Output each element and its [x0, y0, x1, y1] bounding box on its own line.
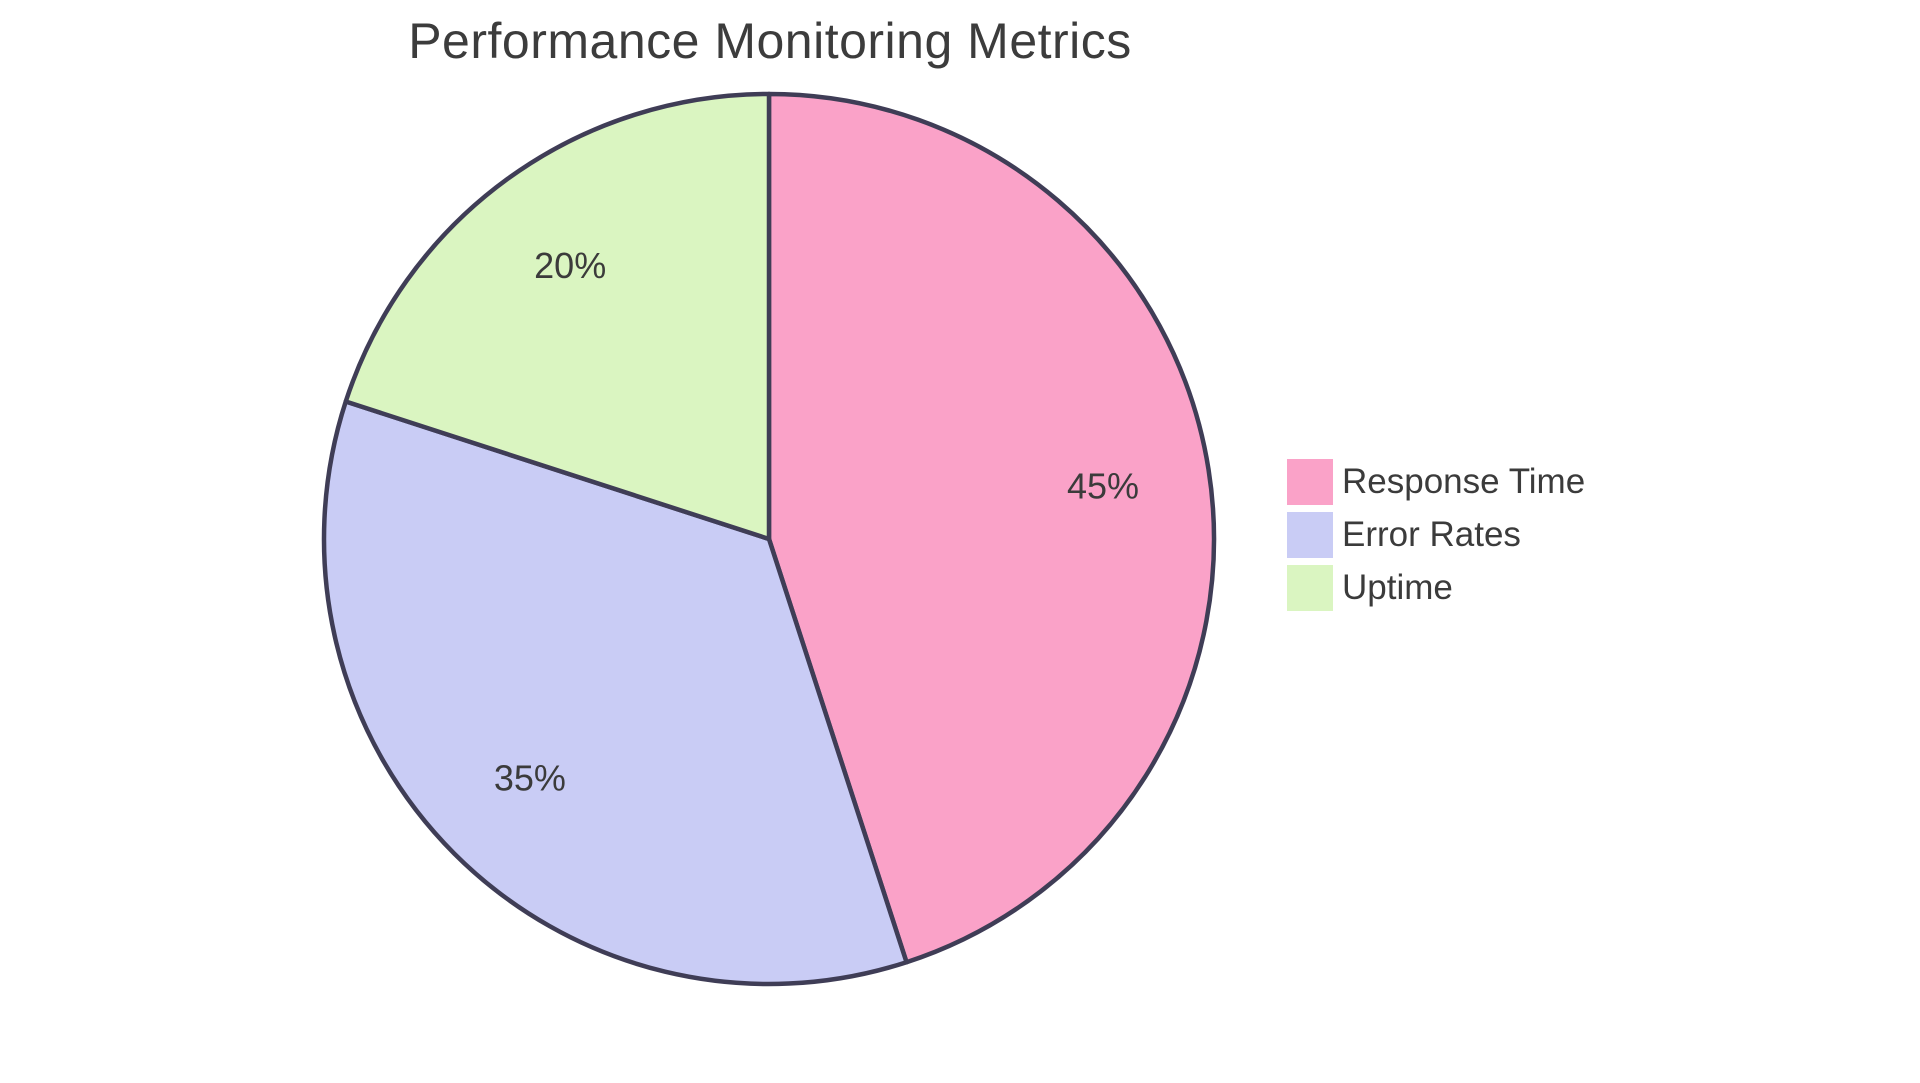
pie-slice-error-rates[interactable]	[321, 399, 909, 987]
pie-slice-label-uptime: 20%	[534, 245, 606, 286]
legend-swatch-error-rates	[1287, 512, 1333, 558]
pie-slice-label-error-rates: 35%	[494, 758, 566, 799]
legend-swatch-response-time	[1287, 459, 1333, 505]
legend-item-error-rates[interactable]: Error Rates	[1287, 512, 1585, 558]
legend: Response Time Error Rates Uptime	[1287, 459, 1585, 611]
legend-item-uptime[interactable]: Uptime	[1287, 565, 1585, 611]
pie-slice-uptime[interactable]	[343, 91, 772, 542]
chart-title: Performance Monitoring Metrics	[408, 13, 1132, 69]
pie-slice-response-time[interactable]	[766, 91, 1217, 965]
pie-slice-label-response-time: 45%	[1067, 466, 1139, 507]
pie-slice-labels: 45% 35% 20%	[494, 245, 1139, 799]
legend-item-response-time[interactable]: Response Time	[1287, 459, 1585, 505]
legend-swatch-uptime	[1287, 565, 1333, 611]
legend-label-error-rates: Error Rates	[1342, 515, 1521, 554]
legend-label-response-time: Response Time	[1342, 462, 1586, 501]
pie-slices	[321, 91, 1217, 987]
legend-label-uptime: Uptime	[1342, 568, 1453, 607]
